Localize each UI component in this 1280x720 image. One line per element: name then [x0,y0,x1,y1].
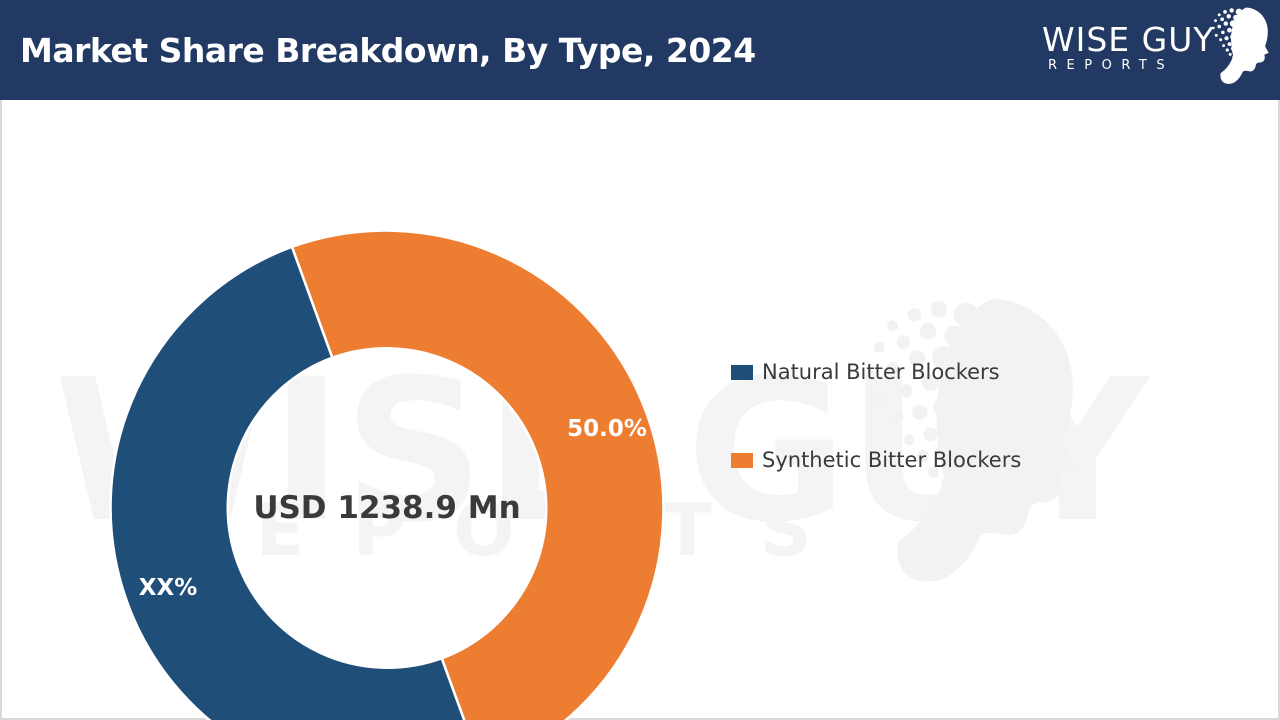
pie-segment-synthetic [290,229,665,720]
segment-value-synthetic: 50.0% [567,416,647,442]
pie-segment-natural [109,245,466,720]
watermark-reports-text: REPORTS [152,488,860,572]
dotted-head-logo-icon [1212,7,1269,84]
logo-wiseguy-text: WISE GUY [1042,20,1215,59]
legend-label-natural: Natural Bitter Blockers [762,360,1000,384]
page-title: Market Share Breakdown, By Type, 2024 [20,31,756,70]
legend-item-synthetic: Synthetic Bitter Blockers [731,445,1021,475]
header-bar: Market Share Breakdown, By Type, 2024 WI… [0,0,1280,100]
legend-item-natural: Natural Bitter Blockers [731,357,1021,387]
center-value-label: USD 1238.9 Mn [253,490,521,526]
legend-swatch-synthetic [731,452,753,468]
legend-swatch-natural [731,364,753,380]
chart-canvas: WISE GUY REPORTS 50.0% XX% USD 1238.9 Mn… [0,100,1280,720]
legend-label-synthetic: Synthetic Bitter Blockers [762,448,1022,472]
logo-reports-text: REPORTS [1048,58,1175,73]
donut-chart: 50.0% XX% USD 1238.9 Mn [107,228,667,720]
segment-value-natural: XX% [138,575,198,601]
legend: Natural Bitter Blockers Synthetic Bitter… [731,357,1021,475]
